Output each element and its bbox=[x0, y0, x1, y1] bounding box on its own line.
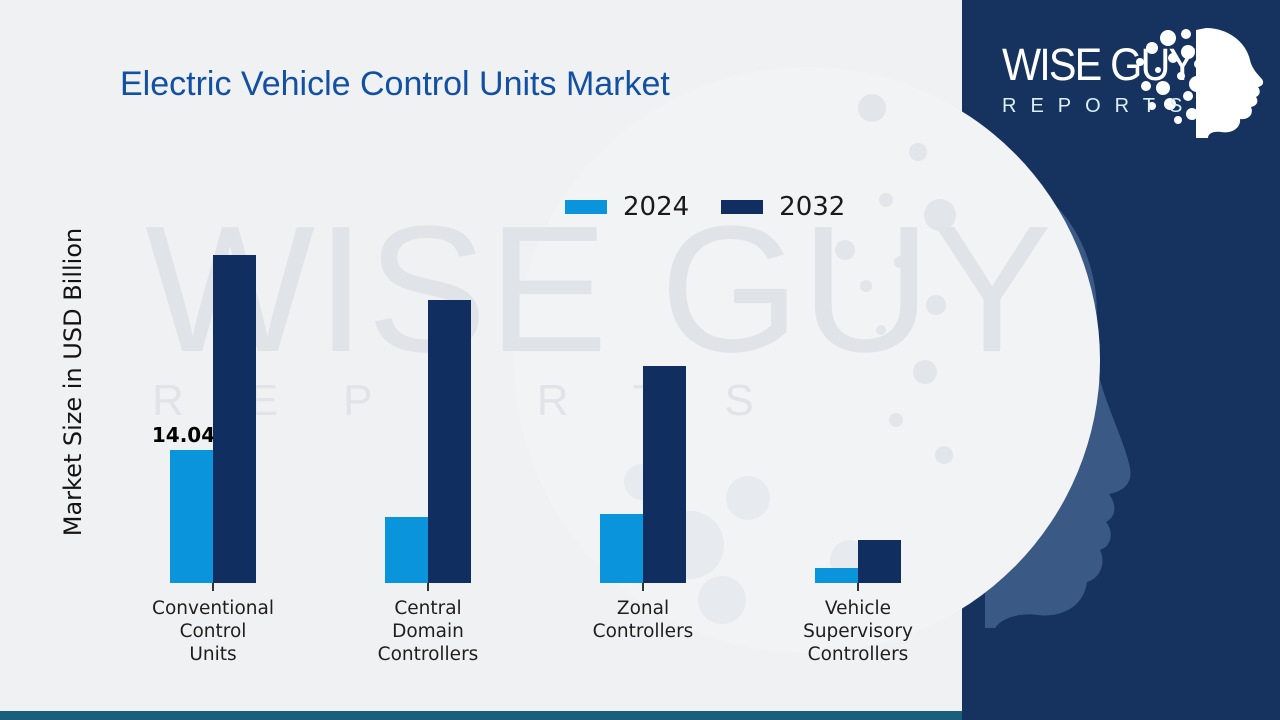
bar-2032-4 bbox=[858, 540, 901, 583]
bar-2032-1 bbox=[213, 254, 256, 583]
x-tick bbox=[427, 583, 429, 591]
category-label: Conventional Control Units bbox=[152, 598, 274, 665]
x-tick bbox=[857, 583, 859, 591]
legend-item-2032: 2032 bbox=[721, 192, 845, 222]
brand-name: WISE GUY bbox=[1002, 39, 1196, 90]
legend-label: 2032 bbox=[779, 192, 846, 222]
chart-legend: 2024 2032 bbox=[565, 192, 845, 222]
category-label: Central Domain Controllers bbox=[377, 598, 479, 665]
bar-2024-1 bbox=[170, 450, 213, 583]
watermark-dots bbox=[835, 94, 956, 464]
x-tick bbox=[642, 583, 644, 591]
legend-item-2024: 2024 bbox=[565, 192, 689, 222]
page-title: Electric Vehicle Control Units Market bbox=[120, 64, 670, 103]
bar-chart-plot: 14.04 Conventional Control Units Central Doma… bbox=[150, 228, 913, 665]
brand-subname: REPORTS bbox=[1002, 95, 1197, 117]
watermark-blotches bbox=[624, 464, 870, 624]
category-label: Zonal Controllers bbox=[592, 598, 694, 642]
legend-swatch bbox=[565, 200, 607, 214]
legend-label: 2024 bbox=[623, 192, 690, 222]
bar-2032-3 bbox=[643, 366, 686, 583]
bar-value-label: 14.04 bbox=[151, 423, 216, 448]
bar-2024-3 bbox=[600, 513, 643, 583]
bar-2032-2 bbox=[428, 299, 471, 583]
bar-2024-4 bbox=[815, 567, 858, 583]
legend-swatch bbox=[721, 200, 764, 214]
wiseguy-head-icon bbox=[1136, 28, 1264, 138]
y-axis-label: Market Size in USD Billion bbox=[59, 227, 87, 537]
footer-strip bbox=[0, 711, 1280, 720]
category-label: Vehicle Supervisory Controllers bbox=[803, 598, 913, 665]
brand-logo: WISE GUY REPORTS bbox=[1002, 42, 1211, 116]
x-tick bbox=[212, 583, 214, 591]
bar-2024-2 bbox=[385, 516, 428, 583]
